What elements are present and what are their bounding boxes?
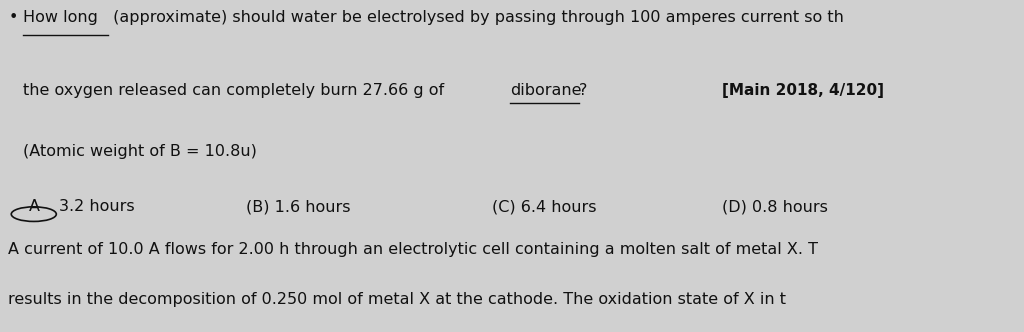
Text: [Main 2018, 4/120]: [Main 2018, 4/120] (722, 83, 884, 98)
Text: ?: ? (579, 83, 587, 98)
Text: diborane: diborane (510, 83, 582, 98)
Text: 3.2 hours: 3.2 hours (59, 199, 135, 214)
Text: (C) 6.4 hours: (C) 6.4 hours (492, 199, 596, 214)
Text: How long: How long (23, 10, 97, 25)
Text: (B) 1.6 hours: (B) 1.6 hours (246, 199, 350, 214)
Text: the oxygen released can completely burn 27.66 g of: the oxygen released can completely burn … (23, 83, 449, 98)
Text: A: A (29, 199, 40, 214)
Text: results in the decomposition of 0.250 mol of metal X at the cathode. The oxidati: results in the decomposition of 0.250 mo… (8, 292, 786, 307)
Text: (approximate) should water be electrolysed by passing through 100 amperes curren: (approximate) should water be electrolys… (108, 10, 844, 25)
Text: •: • (8, 10, 17, 25)
Text: A current of 10.0 A flows for 2.00 h through an electrolytic cell containing a m: A current of 10.0 A flows for 2.00 h thr… (8, 242, 818, 257)
Text: (D) 0.8 hours: (D) 0.8 hours (722, 199, 827, 214)
Text: (Atomic weight of B = 10.8u): (Atomic weight of B = 10.8u) (23, 144, 256, 159)
